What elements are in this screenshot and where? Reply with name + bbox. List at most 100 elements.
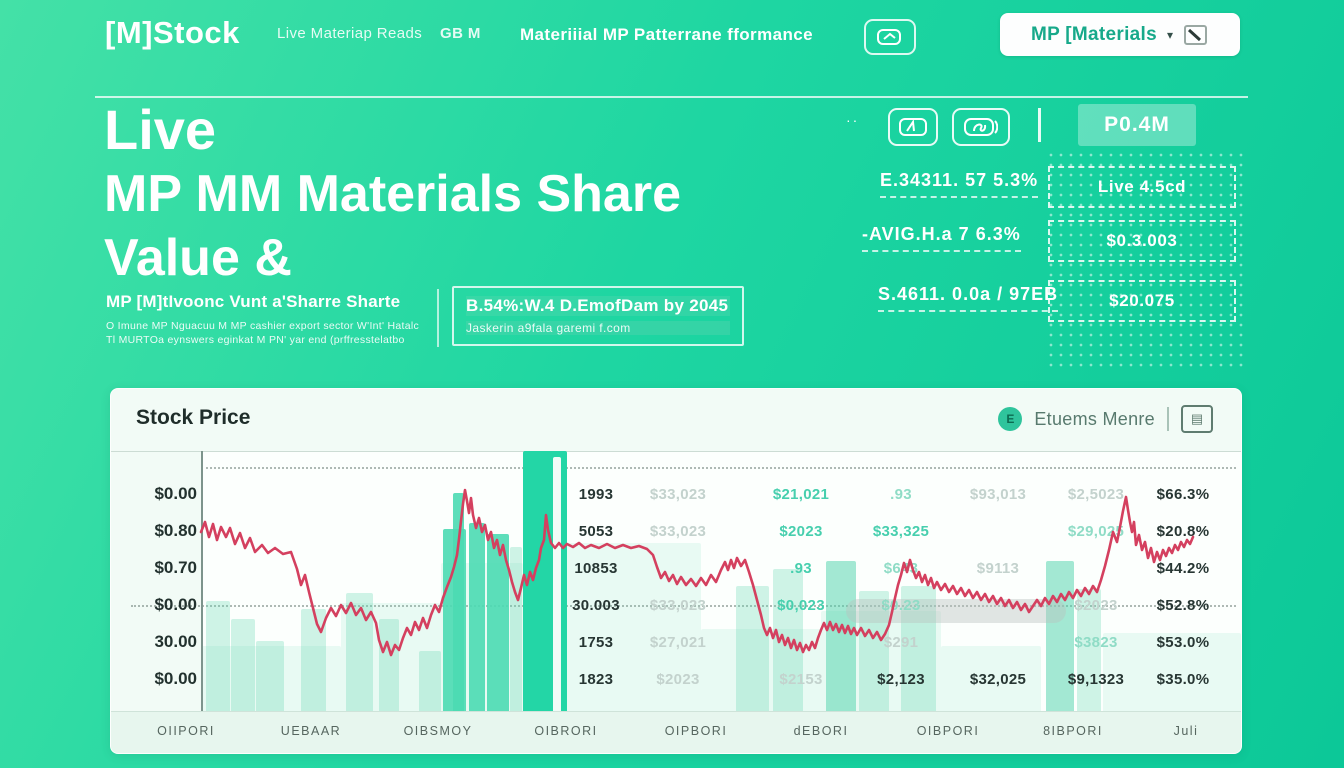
nav-item-gbm[interactable]: GB M [440, 25, 481, 42]
hero-info-box: B.54%:W.4 D.EmofDam by 2045 Jaskerin a9f… [452, 286, 744, 346]
page-title: Live MP MM Materials Share Value & [104, 98, 681, 290]
table-cell: $291 [883, 634, 919, 651]
hero-subtext-line-3: Tl MURTOa eynswers eginkat M PN' yar end… [106, 334, 405, 346]
table-cell: $33,325 [872, 523, 930, 540]
table-cell: 1753 [578, 634, 614, 651]
y-axis-label: 30.00 [154, 632, 197, 651]
table-cell: $2023 [779, 523, 823, 540]
stat-row-3-value: $20.075 [1048, 280, 1236, 322]
table-cell: $32,025 [969, 671, 1027, 688]
page-title-line-1: Live [104, 98, 217, 161]
market-cap-badge: P0.4M [1078, 104, 1196, 146]
loop-icon [964, 118, 998, 136]
stat-row-1-label: E.34311. 57 5.3% [880, 170, 1039, 198]
loop-button[interactable] [952, 108, 1010, 146]
table-cell: $44.2% [1156, 560, 1210, 577]
hero-subtext-divider [437, 289, 439, 347]
table-cell: .93 [890, 486, 912, 503]
table-cell: $2023 [1074, 597, 1118, 614]
table-column-3: $21,021 $2023 .93 $0,023 $2153 [743, 476, 859, 698]
x-axis-label: OIBRORI [534, 724, 598, 738]
x-axis-label: OIPBORI [664, 724, 728, 738]
stats-divider [1038, 108, 1041, 142]
y-axis-label: $0.00 [154, 595, 197, 614]
hero-subtext-heading: MP [M]tIvoonc Vunt a'Sharre Sharte [106, 292, 401, 311]
chart-box-icon [1183, 23, 1209, 47]
table-cell: $9,1323 [1067, 671, 1125, 688]
table-cell: $27,021 [649, 634, 707, 651]
table-cell: $2023 [656, 671, 700, 688]
table-cell: $2,123 [877, 671, 925, 688]
x-axis-label: OIIPORI [157, 724, 215, 738]
top-nav-bar: [M]Stock Live Materiap Reads GB M Materi… [0, 0, 1344, 70]
stock-price-card: Stock Price E Etuems Menre ▤ $0.00 $0.80… [110, 388, 1242, 754]
table-cell: $29,025 [1067, 523, 1125, 540]
table-cell: 1993 [578, 486, 614, 503]
y-axis-line [201, 451, 203, 711]
stat-row-2-value: $0.3.003 [1048, 220, 1236, 262]
stat-row-3-label: S.4611. 0.0a / 97EB [878, 284, 1059, 312]
hero-info-box-title: B.54%:W.4 D.EmofDam by 2045 [466, 296, 730, 316]
gridline-upper [201, 467, 1236, 469]
table-cell: $20.8% [1156, 523, 1210, 540]
table-cell: $33,023 [649, 523, 707, 540]
account-selector[interactable]: MP [Materials ▾ [1000, 13, 1240, 56]
table-column-5: $93,013 $9113 $32,025 [940, 476, 1056, 698]
table-cell: 30.003 [572, 597, 620, 614]
nav-item-performance[interactable]: Materiiial MP Patterrane fformance [520, 25, 813, 44]
chart-frame-button[interactable] [888, 108, 938, 146]
chart-menu-label[interactable]: Etuems Menre [1034, 408, 1155, 429]
table-column-4: .93 $33,325 $643 $0.23 $291 $2,123 [843, 476, 959, 698]
gridline-zero [131, 605, 1236, 607]
card-button[interactable] [864, 19, 916, 55]
table-cell: $2153 [779, 671, 823, 688]
x-axis-strip: OIIPORI UEBAAR OIBSMOY OIBRORI OIPBORI d… [111, 711, 1241, 753]
y-axis-label: $0.00 [154, 669, 197, 688]
x-axis-label: dEBORI [793, 724, 849, 738]
table-cell: $66.3% [1156, 486, 1210, 503]
hero-subtext: MP [M]tIvoonc Vunt a'Sharre Sharte O Imu… [106, 292, 431, 347]
table-cell: 10853 [574, 560, 618, 577]
table-cell: $9113 [976, 560, 1020, 577]
account-selector-label: MP [Materials [1030, 23, 1157, 45]
table-cell: $2,5023 [1067, 486, 1125, 503]
hero-divider [95, 96, 1248, 98]
page-title-line-2: MP MM Materials Share [104, 165, 682, 223]
table-cell: 5053 [578, 523, 614, 540]
table-cell: $93,013 [969, 486, 1027, 503]
table-column-7: $66.3% $20.8% $44.2% $52.8% $53.0% $35.0… [1125, 476, 1241, 698]
table-cell: $33,023 [649, 486, 707, 503]
site-logo[interactable]: [M]Stock [105, 15, 240, 50]
x-axis-label: OIBSMOY [403, 724, 473, 738]
x-axis-label: UEBAAR [280, 724, 342, 738]
table-column-1: 1993 5053 10853 30.003 1753 1823 [538, 476, 654, 698]
table-cell: $0,023 [777, 597, 825, 614]
table-view-button[interactable]: ▤ [1181, 405, 1213, 433]
x-axis-label: OIBPORI [916, 724, 980, 738]
x-axis-label: 8IBPORI [1043, 724, 1103, 738]
table-cell: 1823 [578, 671, 614, 688]
chart-frame-icon [899, 118, 927, 136]
table-column-6: $2,5023 $29,025 $2023 $3823 $9,1323 [1038, 476, 1154, 698]
card-icon [877, 29, 903, 45]
y-axis-label: $0.80 [154, 521, 197, 540]
y-axis-label: $0.70 [154, 558, 197, 577]
table-cell: $21,021 [772, 486, 830, 503]
hero-info-box-subtitle: Jaskerin a9fala garemi f.com [466, 321, 730, 335]
y-axis-label: $0.00 [154, 484, 197, 503]
stat-row-1-value: Live 4.5cd [1048, 166, 1236, 208]
table-cell: $53.0% [1156, 634, 1210, 651]
table-cell: $3823 [1074, 634, 1118, 651]
nav-item-live-market[interactable]: Live Materiap Reads [277, 25, 423, 42]
chevron-down-icon: ▾ [1167, 27, 1174, 42]
tick-marks: ·· [846, 112, 860, 128]
table-cell: $33,023 [649, 597, 707, 614]
chart-title: Stock Price [136, 406, 251, 429]
chart-menu: E Etuems Menre ▤ [998, 405, 1213, 433]
price-line-chart [199, 488, 1195, 657]
menu-divider [1167, 407, 1169, 431]
hero-subtext-line-2: O Imune MP Nguacuu M MP cashier export s… [106, 320, 420, 332]
table-cell: .93 [790, 560, 812, 577]
plot-top-border [111, 451, 1241, 452]
table-column-2: $33,023 $33,023 $33,023 $27,021 $2023 [620, 476, 736, 698]
